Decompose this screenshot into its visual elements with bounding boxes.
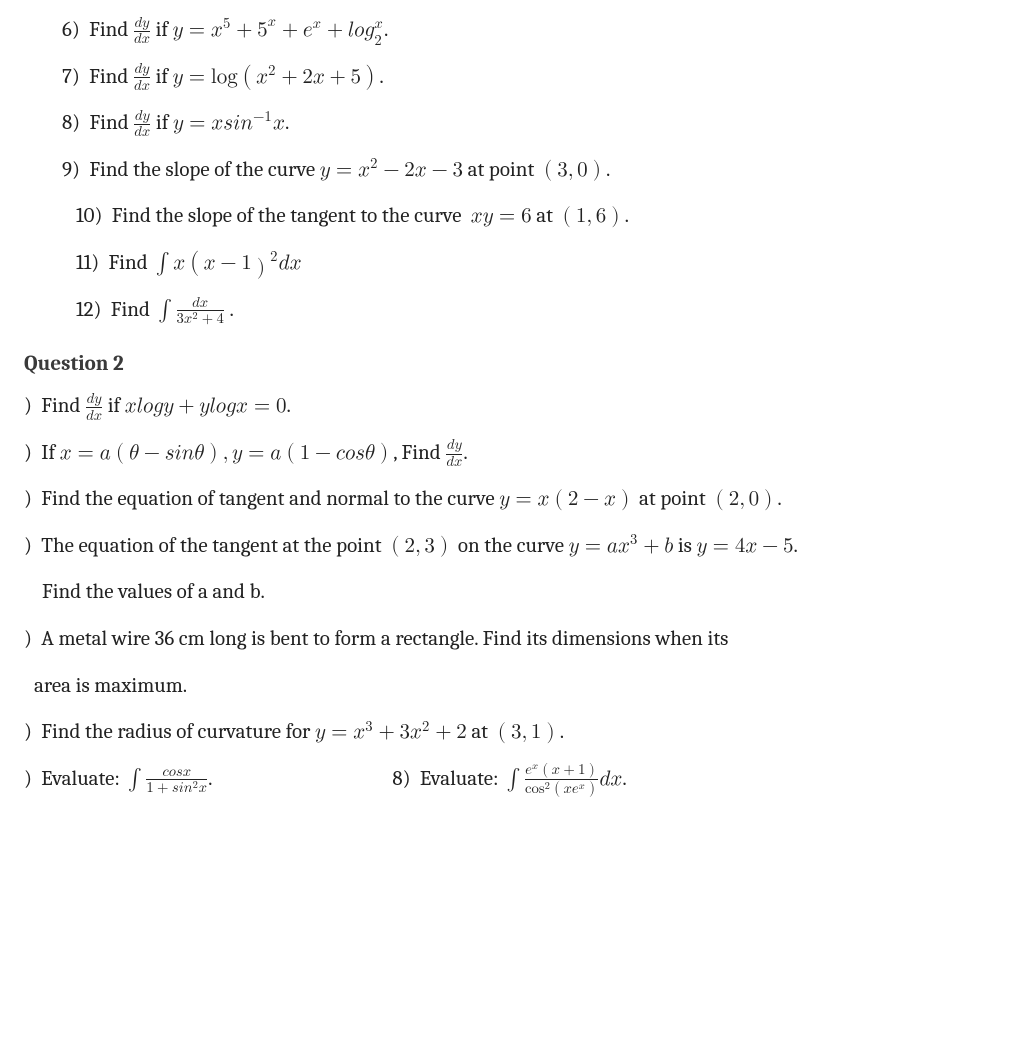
math-eq: xlogy+ylogx=0 — [125, 398, 287, 417]
math-eq: x=a(θ−sinθ), y=a(1−cosθ) — [60, 443, 394, 465]
q1-item-12: 12) Find ∫dx3x2+4 . — [24, 294, 1000, 327]
q1-item-9: 9) Find the slope of the curve y=x2−2x−3… — [24, 154, 1000, 187]
document-page: 6) Find dydx if y= x5+ 5x+ ex+ log2x . 7… — [0, 14, 1024, 852]
item-text: Find dydx if y=log(x2+2x+5) . — [89, 65, 384, 89]
item-text: Find the radius of curvature for y=x3+3x… — [41, 720, 564, 744]
item-number: ) — [24, 487, 32, 511]
math-eq2: y=4x−5 — [697, 537, 794, 557]
item-text: If x=a(θ−sinθ), y=a(1−cosθ) , Find dydx … — [41, 441, 467, 465]
math-pt: (3,0) — [539, 159, 606, 181]
item-number: 11) — [76, 251, 99, 275]
item-text: Evaluate: ∫cosx1+sin2x . — [41, 767, 212, 791]
item-text: Find ∫x(x−1)2dx — [108, 251, 301, 275]
item-number: ) — [24, 720, 32, 744]
math-pt: (1,6) — [558, 206, 625, 228]
math-eq: y=xsin−1x — [173, 111, 285, 134]
q2-item-4: ) The equation of the tangent at the poi… — [24, 530, 1000, 563]
item-number: ) — [24, 394, 32, 418]
q2-item-7-8-row: ) Evaluate: ∫cosx1+sin2x . 8) Evaluate: … — [24, 763, 1000, 798]
q2-item-4b: Find the values of a and b. — [24, 576, 1000, 609]
q1-item-10: 10) Find the slope of the tangent to the… — [24, 200, 1000, 233]
q2-item-5b: area is maximum. — [24, 670, 1000, 703]
math-dydx: dydx — [133, 110, 151, 137]
item-text: area is maximum. — [34, 674, 187, 698]
item-text: Find dydx if y=xsin−1x . — [89, 111, 289, 135]
item-text: Find dydx if y= x5+ 5x+ ex+ log2x . — [89, 18, 388, 42]
q1-item-6: 6) Find dydx if y= x5+ 5x+ ex+ log2x . — [24, 14, 1000, 47]
item-text: Find the slope of the tangent to the cur… — [112, 204, 629, 228]
math-dydx: dydx — [133, 63, 151, 90]
item-number: ) — [24, 767, 32, 791]
q2-item-1: ) Find dydx if xlogy+ylogx=0 . — [24, 390, 1000, 423]
item-text: The equation of the tangent at the point… — [41, 534, 798, 558]
q2-item-5: ) A metal wire 36 cm long is bent to for… — [24, 623, 1000, 656]
q2-item-6: ) Find the radius of curvature for y=x3+… — [24, 716, 1000, 749]
item-text: Evaluate: ∫ ex(x+1) cos2(xex) dx . — [420, 767, 627, 791]
item-number: 10) — [76, 204, 102, 228]
math-pt: (2,0) — [710, 489, 777, 511]
math-dydx: dydx — [85, 393, 103, 420]
math-dydx: dydx — [133, 17, 151, 44]
math-integral: ∫dx3x2+4 — [155, 297, 225, 325]
math-eq: y=ax3+b — [569, 534, 674, 557]
math-integral: ∫cosx1+sin2x — [124, 768, 208, 794]
q2-item-8: 8) Evaluate: ∫ ex(x+1) cos2(xex) dx . — [392, 763, 626, 798]
q2-item-2: ) If x=a(θ−sinθ), y=a(1−cosθ) , Find dyd… — [24, 437, 1000, 470]
math-dydx: dydx — [445, 439, 463, 466]
item-text: Find the values of a and b. — [42, 580, 265, 604]
item-number: 12) — [76, 298, 102, 322]
item-text: Find the slope of the curve y=x2−2x−3 at… — [89, 158, 610, 182]
math-eq: y=x2−2x−3 — [320, 158, 463, 181]
math-integral: ∫x(x−1)2dx — [152, 250, 301, 279]
item-number: ) — [24, 441, 32, 465]
item-number: 8) — [392, 767, 410, 791]
math-eq: y=log(x2+2x+5) — [173, 64, 380, 90]
q1-item-11: 11) Find ∫x(x−1)2dx — [24, 247, 1000, 280]
item-text: Find ∫dx3x2+4 . — [111, 298, 234, 322]
question-2-heading: Question 2 — [24, 352, 1000, 376]
q2-item-3: ) Find the equation of tangent and norma… — [24, 483, 1000, 516]
math-integral: ∫ ex(x+1) cos2(xex) dx — [503, 763, 622, 797]
math-eq: y= x5+ 5x+ ex+ log2x — [173, 17, 384, 45]
q1-item-7: 7) Find dydx if y=log(x2+2x+5) . — [24, 61, 1000, 94]
item-number: ) — [24, 534, 32, 558]
item-text: A metal wire 36 cm long is bent to form … — [41, 627, 728, 651]
item-text: Find the equation of tangent and normal … — [41, 487, 781, 511]
item-number: 7) — [62, 65, 80, 89]
math-pt: (3,1) — [493, 722, 560, 744]
math-eq: xy=6 — [471, 208, 532, 227]
q1-item-8: 8) Find dydx if y=xsin−1x . — [24, 107, 1000, 140]
item-number: 9) — [62, 158, 80, 182]
item-number: 8) — [62, 111, 80, 135]
item-text: Find dydx if xlogy+ylogx=0 . — [41, 394, 291, 418]
math-pt: (2,3) — [386, 536, 453, 558]
item-number: 6) — [62, 18, 80, 42]
math-eq: y=x3+3x2+2 — [315, 721, 467, 744]
q2-item-7: ) Evaluate: ∫cosx1+sin2x . — [24, 763, 212, 798]
math-eq: y=x(2−x) — [499, 489, 634, 511]
item-number: ) — [24, 627, 32, 651]
